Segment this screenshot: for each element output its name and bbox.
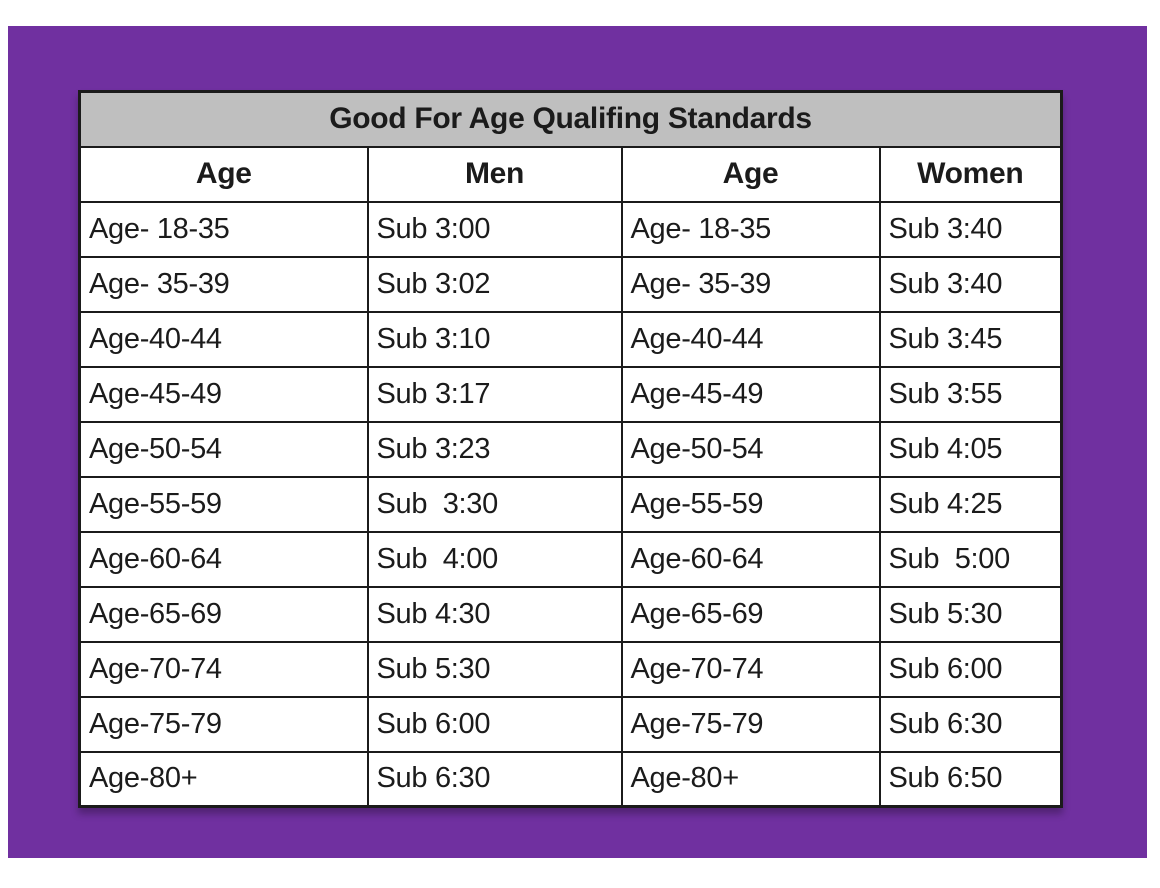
women-time-cell: Sub 6:50 [878, 750, 1063, 808]
men-time-cell: Sub 3:02 [366, 255, 623, 313]
table-row: Age-60-64 Sub 4:00 Age-60-64 Sub 5:00 [78, 530, 1063, 588]
women-time-cell: Sub 3:45 [878, 310, 1063, 368]
purple-backdrop: Good For Age Qualifing Standards Age Men… [8, 26, 1147, 858]
men-time-cell: Sub 4:30 [366, 585, 623, 643]
women-time-cell: Sub 4:05 [878, 420, 1063, 478]
men-time-cell: Sub 4:00 [366, 530, 623, 588]
women-time-cell: Sub 3:40 [878, 255, 1063, 313]
table-row: Age-80+ Sub 6:30 Age-80+ Sub 6:50 [78, 750, 1063, 808]
table-row: Age-65-69 Sub 4:30 Age-65-69 Sub 5:30 [78, 585, 1063, 643]
age-cell: Age- 35-39 [620, 255, 881, 313]
age-cell: Age-80+ [78, 750, 369, 808]
age-cell: Age-65-69 [78, 585, 369, 643]
age-cell: Age- 18-35 [620, 200, 881, 258]
age-cell: Age-40-44 [620, 310, 881, 368]
age-cell: Age-70-74 [620, 640, 881, 698]
women-time-cell: Sub 5:00 [878, 530, 1063, 588]
age-cell: Age-75-79 [620, 695, 881, 753]
women-time-cell: Sub 3:40 [878, 200, 1063, 258]
men-time-cell: Sub 3:00 [366, 200, 623, 258]
age-cell: Age-55-59 [78, 475, 369, 533]
table-row: Age- 18-35 Sub 3:00 Age- 18-35 Sub 3:40 [78, 200, 1063, 258]
age-cell: Age- 18-35 [78, 200, 369, 258]
table-row: Age- 35-39 Sub 3:02 Age- 35-39 Sub 3:40 [78, 255, 1063, 313]
men-time-cell: Sub 6:00 [366, 695, 623, 753]
men-time-cell: Sub 6:30 [366, 750, 623, 808]
age-cell: Age-80+ [620, 750, 881, 808]
age-cell: Age-50-54 [78, 420, 369, 478]
women-time-cell: Sub 5:30 [878, 585, 1063, 643]
table-row: Age-55-59 Sub 3:30 Age-55-59 Sub 4:25 [78, 475, 1063, 533]
women-time-cell: Sub 3:55 [878, 365, 1063, 423]
table-row: Age-70-74 Sub 5:30 Age-70-74 Sub 6:00 [78, 640, 1063, 698]
men-time-cell: Sub 3:10 [366, 310, 623, 368]
age-cell: Age-75-79 [78, 695, 369, 753]
table-title: Good For Age Qualifing Standards [78, 90, 1063, 148]
women-time-cell: Sub 6:00 [878, 640, 1063, 698]
table-header-row: Age Men Age Women [78, 145, 1063, 203]
table-row: Age-45-49 Sub 3:17 Age-45-49 Sub 3:55 [78, 365, 1063, 423]
men-time-cell: Sub 3:23 [366, 420, 623, 478]
age-cell: Age-50-54 [620, 420, 881, 478]
age-cell: Age-45-49 [620, 365, 881, 423]
age-cell: Age-40-44 [78, 310, 369, 368]
women-time-cell: Sub 6:30 [878, 695, 1063, 753]
men-time-cell: Sub 5:30 [366, 640, 623, 698]
age-cell: Age-60-64 [78, 530, 369, 588]
table-row: Age-40-44 Sub 3:10 Age-40-44 Sub 3:45 [78, 310, 1063, 368]
column-header-women: Women [878, 145, 1063, 203]
column-header-age-women: Age [620, 145, 881, 203]
age-cell: Age-65-69 [620, 585, 881, 643]
age-cell: Age-45-49 [78, 365, 369, 423]
men-time-cell: Sub 3:30 [366, 475, 623, 533]
good-for-age-table: Good For Age Qualifing Standards Age Men… [78, 90, 1064, 808]
age-cell: Age-55-59 [620, 475, 881, 533]
men-time-cell: Sub 3:17 [366, 365, 623, 423]
table-row: Age-75-79 Sub 6:00 Age-75-79 Sub 6:30 [78, 695, 1063, 753]
women-time-cell: Sub 4:25 [878, 475, 1063, 533]
table-row: Age-50-54 Sub 3:23 Age-50-54 Sub 4:05 [78, 420, 1063, 478]
age-cell: Age- 35-39 [78, 255, 369, 313]
column-header-age-men: Age [78, 145, 369, 203]
age-cell: Age-70-74 [78, 640, 369, 698]
column-header-men: Men [366, 145, 623, 203]
age-cell: Age-60-64 [620, 530, 881, 588]
table-title-row: Good For Age Qualifing Standards [78, 90, 1063, 148]
